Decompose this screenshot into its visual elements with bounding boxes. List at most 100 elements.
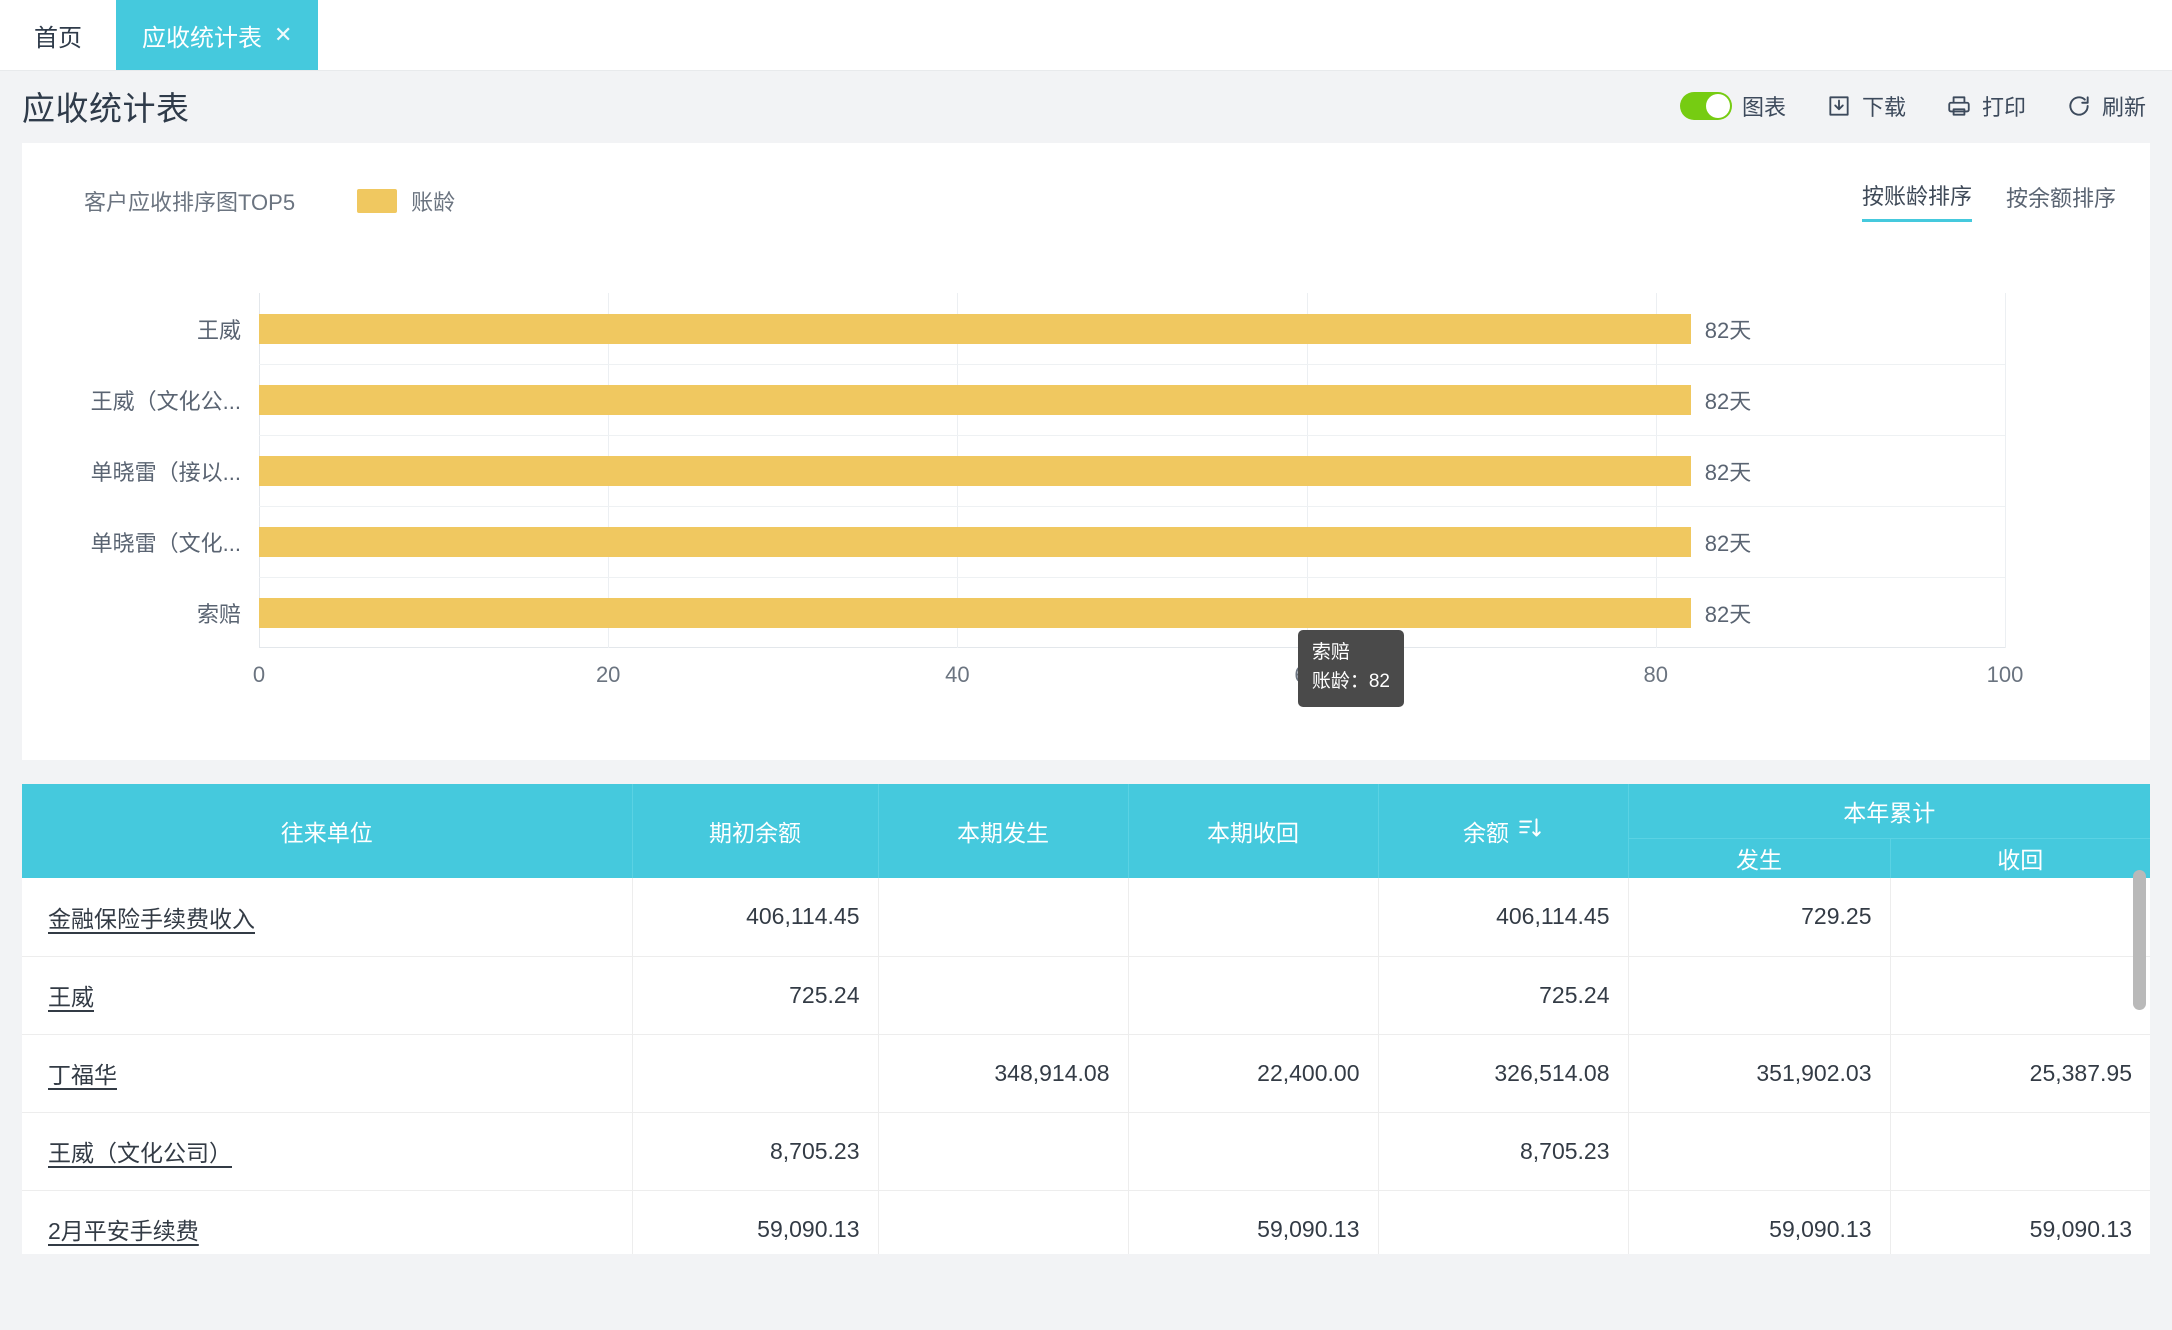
cell-value-4: 406,114.45: [1378, 878, 1629, 957]
cell-value-6: [1890, 1112, 2150, 1191]
cell-unit-name[interactable]: 金融保险手续费收入: [22, 878, 633, 957]
legend-swatch-icon: [357, 188, 398, 213]
cell-value-6: [1890, 956, 2150, 1035]
col-header-period-recovered[interactable]: 本期收回: [1128, 784, 1379, 878]
col-header-balance[interactable]: 余额: [1378, 784, 1629, 878]
receivables-table: 往来单位 期初余额 本期发生 本期收回 余额 本年累: [22, 784, 2150, 1254]
cell-value-3: [1128, 1112, 1379, 1191]
cell-unit-name[interactable]: 王威: [22, 956, 633, 1035]
cell-value-1: [632, 1034, 879, 1113]
tab-active-label: 应收统计表: [142, 24, 262, 52]
unit-name-link[interactable]: 2月平安手续费: [48, 1218, 199, 1244]
chart-category-label: 王威（文化公...: [90, 388, 241, 414]
page-header: 应收统计表 图表 下载 打印: [0, 71, 2172, 141]
cell-value-4: 725.24: [1378, 956, 1629, 1035]
cell-unit-name[interactable]: 丁福华: [22, 1034, 633, 1113]
cell-value-2: [878, 878, 1129, 957]
cell-value-6: 25,387.95: [1890, 1034, 2150, 1113]
cell-value-1: 8,705.23: [632, 1112, 879, 1191]
data-table-container: 往来单位 期初余额 本期发生 本期收回 余额 本年累: [22, 784, 2150, 1254]
unit-name-link[interactable]: 金融保险手续费收入: [48, 905, 255, 932]
col-header-opening-balance[interactable]: 期初余额: [632, 784, 879, 878]
cell-unit-name[interactable]: 2月平安手续费: [22, 1190, 633, 1254]
sort-by-age-link[interactable]: 按账龄排序: [1861, 179, 1972, 222]
table-row[interactable]: 王威 725.24 725.24: [22, 956, 2150, 1035]
col-header-year-occurred[interactable]: 发生: [1628, 838, 1891, 878]
chart-legend[interactable]: 账龄: [357, 185, 455, 217]
chart-toggle[interactable]: 图表: [1679, 90, 1786, 122]
chart-tooltip-value: 账龄：82: [1311, 670, 1390, 692]
toggle-switch-icon[interactable]: [1679, 92, 1732, 120]
cell-unit-name[interactable]: 王威（文化公司）: [22, 1112, 633, 1191]
unit-name-link[interactable]: 王威: [48, 984, 94, 1010]
chart-x-axis: [259, 647, 2005, 648]
chart-tooltip-title: 索赔: [1311, 642, 1350, 663]
download-icon: [1826, 93, 1852, 119]
col-header-period-occurred[interactable]: 本期发生: [878, 784, 1129, 878]
cell-value-1: 59,090.13: [632, 1190, 879, 1254]
vertical-scrollbar[interactable]: [2133, 870, 2146, 1010]
cell-value-3: 59,090.13: [1128, 1190, 1379, 1254]
table-row[interactable]: 丁福华 348,914.08 22,400.00 326,514.08 351,902.…: [22, 1034, 2150, 1113]
legend-label: 账龄: [411, 189, 456, 215]
cell-value-5: [1628, 956, 1891, 1035]
col-header-year-total: 本年累计: [1628, 784, 2150, 839]
chart-category-label: 索赔: [196, 601, 241, 627]
unit-name-link[interactable]: 丁福华: [48, 1062, 117, 1088]
chart-bar-value-label: 82天: [1704, 317, 1752, 343]
chart-bar[interactable]: [259, 455, 1691, 486]
refresh-label: 刷新: [2101, 95, 2146, 120]
sort-by-balance-link[interactable]: 按余额排序: [2005, 185, 2116, 211]
cell-value-2: [878, 1190, 1129, 1254]
chart-title: 客户应收排序图TOP5: [84, 189, 296, 215]
table-body: 金融保险手续费收入 406,114.45 406,114.45 729.25 王威 725…: [22, 878, 2150, 1254]
chart-bar-row[interactable]: 单晓雷（接以... 82天: [91, 435, 2005, 506]
chart-row-divider: [259, 577, 2005, 578]
chart-card: 客户应收排序图TOP5 账龄 按账龄排序 按余额排序 020406080100王…: [22, 143, 2150, 760]
chart-gridline: [2005, 293, 2006, 648]
table-head: 往来单位 期初余额 本期发生 本期收回 余额 本年累: [22, 784, 2150, 878]
unit-name-link[interactable]: 王威（文化公司）: [48, 1140, 232, 1166]
chart-bar-row[interactable]: 索赔 82天: [197, 577, 2005, 648]
table-row[interactable]: 王威（文化公司） 8,705.23 8,705.23: [22, 1112, 2150, 1191]
chart-row-divider: [259, 506, 2005, 507]
chart-bar[interactable]: [259, 597, 1691, 628]
cell-value-3: [1128, 956, 1379, 1035]
cell-value-3: [1128, 878, 1379, 957]
cell-value-5: 729.25: [1628, 878, 1891, 957]
table-row[interactable]: 2月平安手续费 59,090.13 59,090.13 59,090.13 59,090…: [22, 1190, 2150, 1254]
cell-value-5: 59,090.13: [1628, 1190, 1891, 1254]
chart-bar-row[interactable]: 王威 82天: [197, 293, 2005, 364]
chart-category-label: 单晓雷（接以...: [90, 459, 241, 485]
cell-value-6: 59,090.13: [1890, 1190, 2150, 1254]
chart-bar-row[interactable]: 单晓雷（文化... 82天: [91, 506, 2005, 577]
download-label: 下载: [1861, 95, 1906, 120]
cell-value-2: 348,914.08: [878, 1034, 1129, 1113]
header-toolbar: 图表 下载 打印: [1679, 90, 2150, 122]
print-label: 打印: [1981, 95, 2026, 120]
chart-bar[interactable]: [259, 384, 1691, 415]
close-icon[interactable]: ✕: [274, 22, 293, 47]
chart-bar-value-label: 82天: [1704, 388, 1752, 414]
tab-receivable-statistics[interactable]: 应收统计表 ✕: [116, 0, 319, 70]
chart-header: 客户应收排序图TOP5 账龄 按账龄排序 按余额排序: [22, 143, 2150, 222]
chart-category-label: 王威: [196, 317, 241, 343]
chart-tooltip: 索赔账龄：82: [1297, 630, 1404, 707]
tab-home[interactable]: 首页: [0, 0, 116, 70]
tab-bar: 首页 应收统计表 ✕: [0, 0, 2172, 71]
refresh-button[interactable]: 刷新: [2066, 90, 2146, 122]
download-button[interactable]: 下载: [1826, 90, 1906, 122]
chart-bar-row[interactable]: 王威（文化公... 82天: [91, 364, 2005, 435]
table-row[interactable]: 金融保险手续费收入 406,114.45 406,114.45 729.25: [22, 878, 2150, 957]
col-header-unit[interactable]: 往来单位: [22, 784, 633, 878]
chart-x-tick-label: 100: [1986, 662, 2024, 687]
chart-category-label: 单晓雷（文化...: [90, 530, 241, 556]
chart-bar-value-label: 82天: [1704, 459, 1752, 485]
chart-bar[interactable]: [259, 526, 1691, 557]
cell-value-2: [878, 956, 1129, 1035]
col-header-year-recovered[interactable]: 收回: [1890, 838, 2150, 878]
chart-bar[interactable]: [259, 313, 1691, 344]
print-button[interactable]: 打印: [1946, 90, 2026, 122]
sort-descending-icon[interactable]: [1517, 815, 1543, 847]
chart-bar-value-label: 82天: [1704, 601, 1752, 627]
